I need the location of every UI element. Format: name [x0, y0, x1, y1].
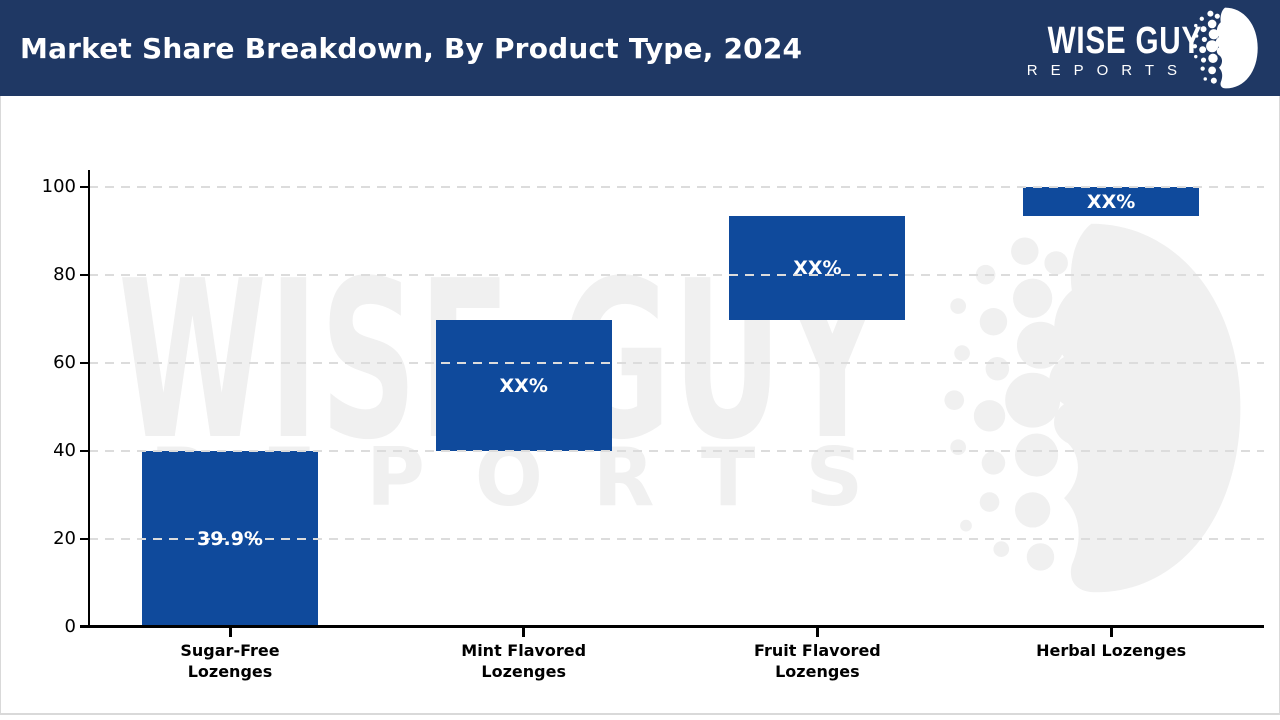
- x-category-label-herbal-lozenges: Herbal Lozenges: [1036, 641, 1187, 660]
- y-tick-mark: [80, 626, 89, 628]
- x-tick-mark: [522, 628, 526, 637]
- y-tick-mark: [80, 362, 89, 364]
- logo-wordmark: WISE GUY: [1047, 20, 1202, 62]
- chart-title: Market Share Breakdown, By Product Type,…: [20, 31, 803, 65]
- left-edge-line: [0, 96, 1, 715]
- gridline-100: [89, 186, 1264, 188]
- x-category-label-mint-flavored-lozenges: Mint Flavored Lozenges: [461, 641, 587, 681]
- y-tick-label: 60: [53, 352, 76, 373]
- y-tick-mark: [80, 450, 89, 452]
- bottom-rule: [0, 713, 1280, 715]
- y-tick-mark: [80, 538, 89, 540]
- bar-herbal-lozenges: [1023, 187, 1200, 217]
- y-tick-label: 80: [53, 264, 76, 285]
- x-category-label-sugar-free-lozenges: Sugar-Free Lozenges: [180, 641, 280, 681]
- bar-value-label-herbal-lozenges: XX%: [1086, 190, 1136, 213]
- gridline-40: [89, 450, 1264, 452]
- y-tick-mark: [80, 186, 89, 188]
- bar-fruit-flavored-lozenges: [729, 216, 906, 320]
- y-axis-line: [88, 170, 90, 628]
- y-tick-mark: [80, 274, 89, 276]
- watermark-face-icon: [944, 223, 1241, 593]
- x-tick-mark: [228, 628, 232, 637]
- y-tick-label: 40: [53, 440, 76, 461]
- bar-value-label-sugar-free-lozenges: 39.9%: [197, 528, 263, 551]
- y-tick-label: 0: [64, 616, 76, 637]
- y-tick-label: 100: [41, 176, 76, 197]
- y-tick-label: 20: [53, 528, 76, 549]
- x-category-label-fruit-flavored-lozenges: Fruit Flavored Lozenges: [754, 641, 881, 681]
- x-axis-line: [80, 625, 1264, 628]
- logo-face-icon: [1192, 7, 1258, 89]
- gridline-20: [89, 538, 1264, 540]
- x-tick-mark: [815, 628, 819, 637]
- bar-value-label-mint-flavored-lozenges: XX%: [499, 374, 548, 397]
- logo-subtitle: REPORTS: [1026, 62, 1190, 79]
- header-bar: Market Share Breakdown, By Product Type,…: [0, 0, 1280, 96]
- gridline-80: [89, 274, 1264, 276]
- wise-guy-reports-logo: WISE GUY REPORTS: [980, 0, 1270, 96]
- gridline-60: [89, 362, 1264, 364]
- bar-mint-flavored-lozenges: [435, 319, 612, 452]
- x-tick-mark: [1109, 628, 1113, 637]
- bar-value-label-fruit-flavored-lozenges: XX%: [793, 256, 842, 279]
